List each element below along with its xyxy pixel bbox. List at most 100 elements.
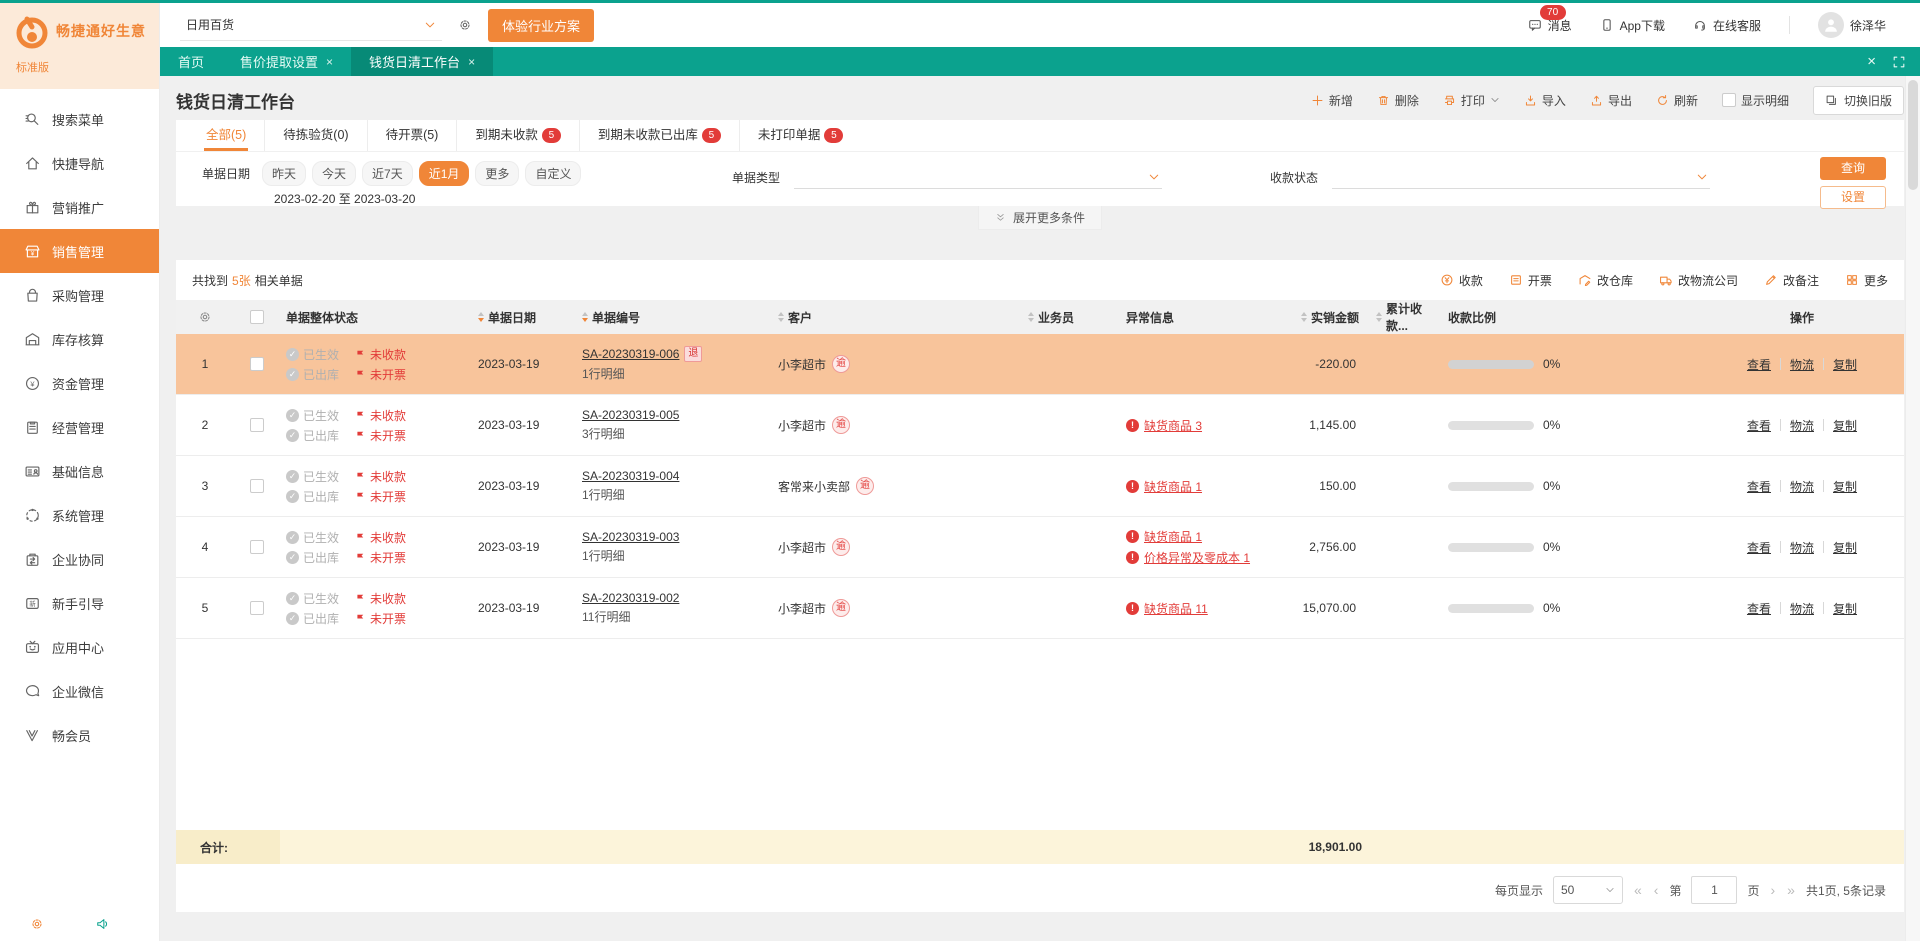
close-all-icon[interactable]: ×	[1867, 53, 1876, 70]
trial-plan-button[interactable]: 体验行业方案	[488, 8, 595, 42]
vertical-scrollbar[interactable]	[1905, 76, 1920, 941]
change-remark-button[interactable]: 改备注	[1764, 272, 1819, 289]
col-date[interactable]: 单据日期	[472, 300, 576, 334]
filter-settings-button[interactable]: 设置	[1820, 186, 1886, 209]
sidebar-item-sales[interactable]: ¥ 销售管理	[0, 229, 159, 273]
row-checkbox[interactable]	[250, 540, 264, 554]
doc-link[interactable]: SA-20230319-002	[582, 591, 680, 605]
show-detail-toggle[interactable]: 显示明细	[1721, 92, 1789, 109]
close-icon[interactable]: ×	[468, 54, 476, 69]
doc-type-select[interactable]	[794, 166, 1162, 189]
pill-today[interactable]: 今天	[312, 161, 357, 186]
logistics-link[interactable]: 物流	[1789, 418, 1814, 433]
select-all-checkbox[interactable]	[234, 300, 280, 334]
col-customer[interactable]: 客户	[772, 300, 1022, 334]
window-tab-home[interactable]: 首页	[160, 47, 222, 76]
messages-button[interactable]: 消息 70	[1528, 4, 1572, 34]
sidebar-item-operations[interactable]: 经营管理	[0, 405, 159, 449]
per-page-select[interactable]: 50	[1553, 876, 1623, 904]
tab-overdue-unpaid-shipped[interactable]: 到期未收款已出库 5	[578, 120, 739, 151]
col-doc-no[interactable]: 单据编号	[576, 300, 772, 334]
pill-last1month[interactable]: 近1月	[418, 161, 470, 186]
page-number-input[interactable]: 1	[1691, 876, 1738, 904]
tab-pending-pick[interactable]: 待拣验货(0)	[264, 120, 366, 151]
settings-gear-icon[interactable]	[30, 917, 44, 931]
copy-link[interactable]: 复制	[1833, 357, 1858, 372]
invoice-button[interactable]: 开票	[1509, 272, 1552, 289]
sidebar-item-system[interactable]: 系统管理	[0, 493, 159, 537]
row-checkbox[interactable]	[250, 357, 264, 371]
export-button[interactable]: 导出	[1590, 92, 1632, 109]
change-warehouse-button[interactable]: 改仓库	[1578, 272, 1633, 289]
sidebar-item-search-menu[interactable]: 搜索菜单	[0, 97, 159, 141]
user-menu[interactable]: 徐泽华	[1817, 12, 1886, 38]
doc-link[interactable]: SA-20230319-004	[582, 469, 680, 483]
print-button[interactable]: 打印	[1443, 92, 1500, 109]
pay-status-select[interactable]	[1332, 166, 1710, 189]
sidebar-item-purchase[interactable]: 采购管理	[0, 273, 159, 317]
delete-button[interactable]: 删除	[1377, 92, 1419, 109]
table-row[interactable]: 5 ✓ 已生效 未收款 ✓ 已出库 未开票 2023-03-19 SA-20230319…	[176, 578, 1904, 639]
sidebar-item-wechat[interactable]: 企业微信	[0, 669, 159, 713]
close-icon[interactable]: ×	[326, 54, 334, 69]
pill-yesterday[interactable]: 昨天	[262, 161, 307, 186]
tab-pending-invoice[interactable]: 待开票(5)	[366, 120, 457, 151]
first-page-button[interactable]: «	[1634, 882, 1642, 898]
next-page-button[interactable]: ›	[1770, 882, 1776, 898]
expand-more-conditions[interactable]: 展开更多条件	[977, 206, 1103, 230]
refresh-button[interactable]: 刷新	[1656, 92, 1698, 109]
pill-custom[interactable]: 自定义	[525, 161, 582, 186]
sidebar-item-base-info[interactable]: 基础信息	[0, 449, 159, 493]
scrollbar-thumb[interactable]	[1908, 80, 1918, 190]
switch-old-version-button[interactable]: 切换旧版	[1812, 85, 1904, 115]
sidebar-item-inventory[interactable]: 库存核算	[0, 317, 159, 361]
row-checkbox[interactable]	[250, 601, 264, 615]
anomaly-link[interactable]: 缺货商品 1	[1144, 479, 1203, 494]
window-tab-price-settings[interactable]: 售价提取设置 ×	[222, 47, 351, 76]
show-detail-checkbox[interactable]	[1721, 93, 1736, 107]
view-link[interactable]: 查看	[1746, 601, 1771, 616]
logistics-link[interactable]: 物流	[1789, 601, 1814, 616]
prev-page-button[interactable]: ‹	[1653, 882, 1659, 898]
row-checkbox[interactable]	[250, 479, 264, 493]
anomaly-link[interactable]: 价格异常及零成本 1	[1144, 551, 1251, 565]
table-row[interactable]: 4 ✓ 已生效 未收款 ✓ 已出库 未开票 2023-03-19 SA-20230319…	[176, 517, 1904, 578]
tab-overdue-unpaid[interactable]: 到期未收款 5	[456, 120, 579, 151]
announcement-horn-icon[interactable]	[96, 917, 110, 931]
col-received[interactable]: 累计收款...	[1370, 300, 1442, 334]
logistics-link[interactable]: 物流	[1789, 479, 1814, 494]
pill-more[interactable]: 更多	[475, 161, 520, 186]
anomaly-link[interactable]: 缺货商品 11	[1144, 601, 1208, 616]
app-download-button[interactable]: App下载	[1600, 17, 1665, 34]
row-checkbox[interactable]	[250, 418, 264, 432]
col-amount[interactable]: 实销金额	[1295, 300, 1370, 334]
logistics-link[interactable]: 物流	[1789, 357, 1814, 372]
table-row[interactable]: 2 ✓ 已生效 未收款 ✓ 已出库 未开票 2023-03-19 SA-20230319…	[176, 395, 1904, 456]
doc-link[interactable]: SA-20230319-005	[582, 408, 680, 422]
doc-link[interactable]: SA-20230319-006	[582, 347, 680, 361]
col-salesperson[interactable]: 业务员	[1022, 300, 1120, 334]
sidebar-item-quick-nav[interactable]: 快捷导航	[0, 141, 159, 185]
copy-link[interactable]: 复制	[1833, 418, 1858, 433]
table-row[interactable]: 1 ✓ 已生效 未收款 ✓ 已出库 未开票 2023-03-19 SA-20230319…	[176, 334, 1904, 395]
logistics-link[interactable]: 物流	[1789, 540, 1814, 555]
more-actions-button[interactable]: 更多	[1845, 272, 1888, 289]
import-button[interactable]: 导入	[1524, 92, 1566, 109]
pill-last7days[interactable]: 近7天	[362, 161, 413, 186]
gear-icon[interactable]	[458, 18, 472, 32]
tab-unprinted[interactable]: 未打印单据 5	[738, 120, 862, 151]
column-settings-button[interactable]	[176, 300, 234, 334]
anomaly-link[interactable]: 缺货商品 3	[1144, 418, 1203, 433]
tab-all[interactable]: 全部(5)	[188, 120, 264, 151]
online-service-button[interactable]: 在线客服	[1693, 17, 1761, 34]
sidebar-item-funds[interactable]: ¥ 资金管理	[0, 361, 159, 405]
sidebar-item-marketing[interactable]: 营销推广	[0, 185, 159, 229]
copy-link[interactable]: 复制	[1833, 601, 1858, 616]
view-link[interactable]: 查看	[1746, 540, 1771, 555]
category-select[interactable]: 日用百货	[180, 9, 442, 41]
sidebar-item-collaboration[interactable]: 企业协同	[0, 537, 159, 581]
sidebar-item-guide[interactable]: 新 新手引导	[0, 581, 159, 625]
query-button[interactable]: 查询	[1820, 157, 1886, 180]
fullscreen-icon[interactable]	[1892, 55, 1906, 69]
view-link[interactable]: 查看	[1746, 418, 1771, 433]
